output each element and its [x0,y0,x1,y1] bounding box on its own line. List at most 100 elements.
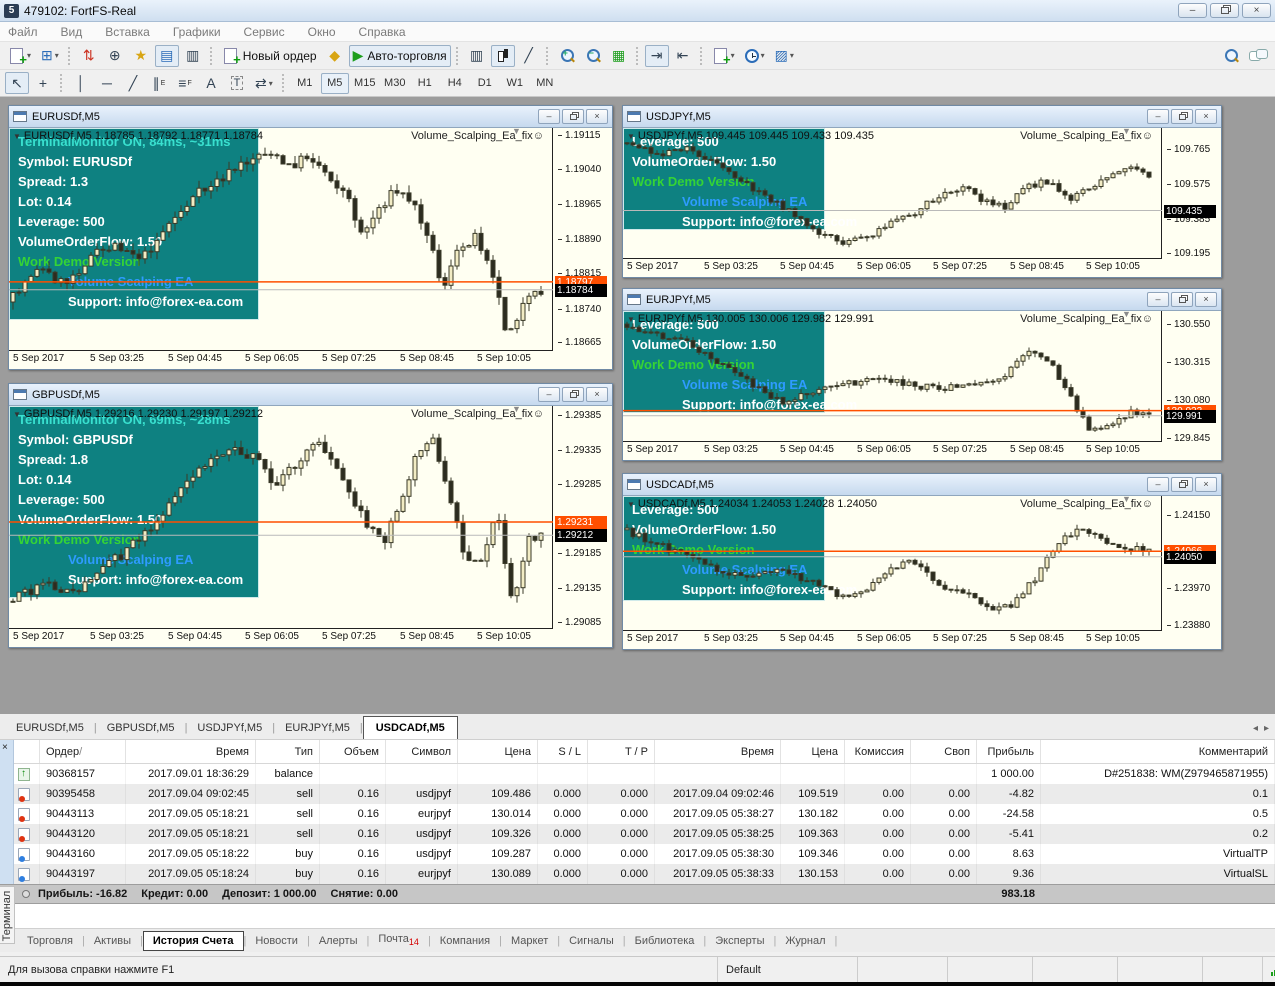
horizontal-line-button[interactable]: ─ [95,72,119,94]
timeframe-h1[interactable]: H1 [417,77,432,89]
chart-restore-button[interactable] [1171,292,1193,307]
tabs-scroll-left-icon[interactable]: ◂ [1252,723,1258,734]
menu-window[interactable]: Окно [307,24,336,39]
chart-tab-eurusdf[interactable]: EURUSDf,M5 [16,722,84,734]
chart-plot-area[interactable]: TerminalMonitor ON, 84ms, ~31ms Symbol: E… [9,126,553,351]
chart-shift-button[interactable]: ⇤ [671,45,695,67]
menu-view[interactable]: Вид [60,24,83,39]
experts-button[interactable]: ◆ [323,45,347,67]
chart-plot-area[interactable]: Leverage: 500 VolumeOrderFlow: 1.50 Work D… [623,126,1162,259]
chart-close-button[interactable]: × [1195,292,1217,307]
favorites-button[interactable]: ★ [129,45,153,67]
line-chart-button[interactable]: ╱ [517,45,541,67]
timeframe-m1[interactable]: M1 [297,77,313,89]
timeframe-m5[interactable]: M5 [320,72,349,94]
time-axis[interactable]: 5 Sep 2017 5 Sep 03:25 5 Sep 04:45 5 Sep 06… [623,631,1162,647]
time-axis[interactable]: 5 Sep 2017 5 Sep 03:25 5 Sep 04:45 5 Sep 06… [623,442,1162,458]
timeframe-mn[interactable]: MN [536,77,554,89]
terminal-tab-8[interactable]: Сигналы [569,934,614,947]
chart-body[interactable]: Leverage: 500 VolumeOrderFlow: 1.50 Work D… [623,309,1221,460]
chat-icon[interactable] [1249,48,1268,63]
chart-window-eurusd[interactable]: EURUSDf,M5 – × TerminalMonitor ON, 84ms, ~3… [8,105,613,370]
chart-restore-button[interactable] [1171,477,1193,492]
chart-minimize-button[interactable]: – [1147,109,1169,124]
chart-window-gbpusd[interactable]: GBPUSDf,M5 – × TerminalMonitor ON, 69ms, ~2… [8,383,613,648]
fibonacci-button[interactable]: ≡ F [178,75,192,91]
zoom-out-button[interactable]: − [581,45,605,67]
search-icon[interactable] [1223,48,1239,64]
column-header-tp[interactable]: T / P [588,740,655,763]
time-axis[interactable]: 5 Sep 2017 5 Sep 03:25 5 Sep 04:45 5 Sep 06… [9,351,553,367]
chart-restore-button[interactable] [1171,109,1193,124]
tabs-scroll-right-icon[interactable]: ▸ [1263,723,1269,734]
chart-body[interactable]: Leverage: 500 VolumeOrderFlow: 1.50 Work D… [623,494,1221,649]
menu-help[interactable]: Справка [358,24,406,39]
history-row[interactable]: 90443160 2017.09.05 05:18:22 buy 0.16 usdjpy… [14,844,1275,864]
chart-titlebar[interactable]: USDCADf,M5 – × [623,474,1221,496]
chart-titlebar[interactable]: EURUSDf,M5 – × [9,106,612,128]
terminal-tab-7[interactable]: Маркет [511,934,549,947]
chart-window-usdcad[interactable]: USDCADf,M5 – × Leverage: 500 VolumeOrderFlow… [622,473,1222,650]
timeframe-m15[interactable]: M15 [354,77,376,89]
vertical-line-button[interactable]: │ [69,72,93,94]
menu-tools[interactable]: Сервис [243,24,285,39]
column-header-symbol[interactable]: Символ [386,740,458,763]
price-scale[interactable]: 130.550130.315130.080129.845130.023129.9… [1162,311,1220,444]
chart-tab-gbpusdf[interactable]: GBPUSDf,M5 [106,722,175,734]
shapes-button[interactable]: ⇄ ▾ [255,74,273,91]
terminal-tab-2[interactable]: История Счета [142,930,244,951]
zoom-in-button[interactable]: + [555,45,579,67]
collapse-triangle-icon[interactable]: ▼ [13,132,21,141]
cursor-tool-button[interactable]: ↖ [5,72,29,94]
chart-window-usdjpy[interactable]: USDJPYf,M5 – × Leverage: 500 VolumeOrderFlow… [622,105,1222,278]
timeframe-w1[interactable]: W1 [506,77,524,89]
terminal-close-icon[interactable]: × [2,742,8,753]
chart-body[interactable]: TerminalMonitor ON, 84ms, ~31ms Symbol: E… [9,126,612,369]
chart-close-button[interactable]: × [586,109,608,124]
history-row[interactable]: 90443113 2017.09.05 05:18:21 sell 0.16 eurjp… [14,804,1275,824]
terminal-tab-0[interactable]: Торговля [27,934,73,947]
history-row[interactable]: 90443120 2017.09.05 05:18:21 sell 0.16 usdjp… [14,824,1275,844]
collapse-triangle-icon[interactable]: ▼ [13,410,21,419]
chart-plot-area[interactable]: TerminalMonitor ON, 69ms, ~28ms Symbol: G… [9,404,553,629]
column-header-swap[interactable]: Своп [911,740,977,763]
chart-close-button[interactable]: × [1195,477,1217,492]
chart-plot-area[interactable]: Leverage: 500 VolumeOrderFlow: 1.50 Work D… [623,309,1162,442]
bar-chart-button[interactable]: ▥ [465,45,489,67]
column-header-price[interactable]: Цена [458,740,538,763]
column-header-volume[interactable]: Объем [320,740,386,763]
collapse-triangle-icon[interactable]: ▼ [627,132,635,141]
chart-titlebar[interactable]: USDJPYf,M5 – × [623,106,1221,128]
terminal-vertical-tab[interactable]: Терминал [0,886,15,944]
navigator-button[interactable]: ▥ [181,45,205,67]
menu-charts[interactable]: Графики [172,24,221,39]
profiles-button[interactable]: ⊞ ▾ [41,47,59,63]
symbols-button[interactable]: ⊕ [103,45,127,67]
chart-titlebar[interactable]: EURJPYf,M5 – × [623,289,1221,311]
price-scale[interactable]: 1.19115 1.19040 1.18965 1.18890 1.18815 1.187… [553,128,611,351]
chart-minimize-button[interactable]: – [538,109,560,124]
chart-tab-eurjpyf[interactable]: EURJPYf,M5 [285,722,350,734]
column-header-sl[interactable]: S / L [538,740,588,763]
column-header-time2[interactable]: Время [655,740,781,763]
autotrade-button[interactable]: ▶ Авто-торговля [348,44,451,67]
column-header-type[interactable]: Тип [256,740,320,763]
terminal-tab-10[interactable]: Эксперты [715,934,765,947]
new-order-button[interactable]: + Новый ордер [219,45,321,67]
chart-close-button[interactable]: × [1195,109,1217,124]
chart-minimize-button[interactable]: – [1147,477,1169,492]
column-header-order[interactable]: Ордер / [40,740,126,763]
terminal-tab-1[interactable]: Активы [93,934,132,947]
column-header-comment[interactable]: Комментарий [1041,740,1275,763]
terminal-tab-6[interactable]: Компания [439,934,491,947]
column-header-price2[interactable]: Цена [781,740,845,763]
column-header-profit[interactable]: Прибыль [977,740,1041,763]
chart-tab-usdjpyf[interactable]: USDJPYf,M5 [197,722,263,734]
chart-restore-button[interactable] [562,387,584,402]
timeframe-d1[interactable]: D1 [477,77,492,89]
text-tool-button[interactable]: A [199,72,223,94]
chart-body[interactable]: Leverage: 500 VolumeOrderFlow: 1.50 Work D… [623,126,1221,277]
trendline-button[interactable]: ╱ [121,72,145,94]
